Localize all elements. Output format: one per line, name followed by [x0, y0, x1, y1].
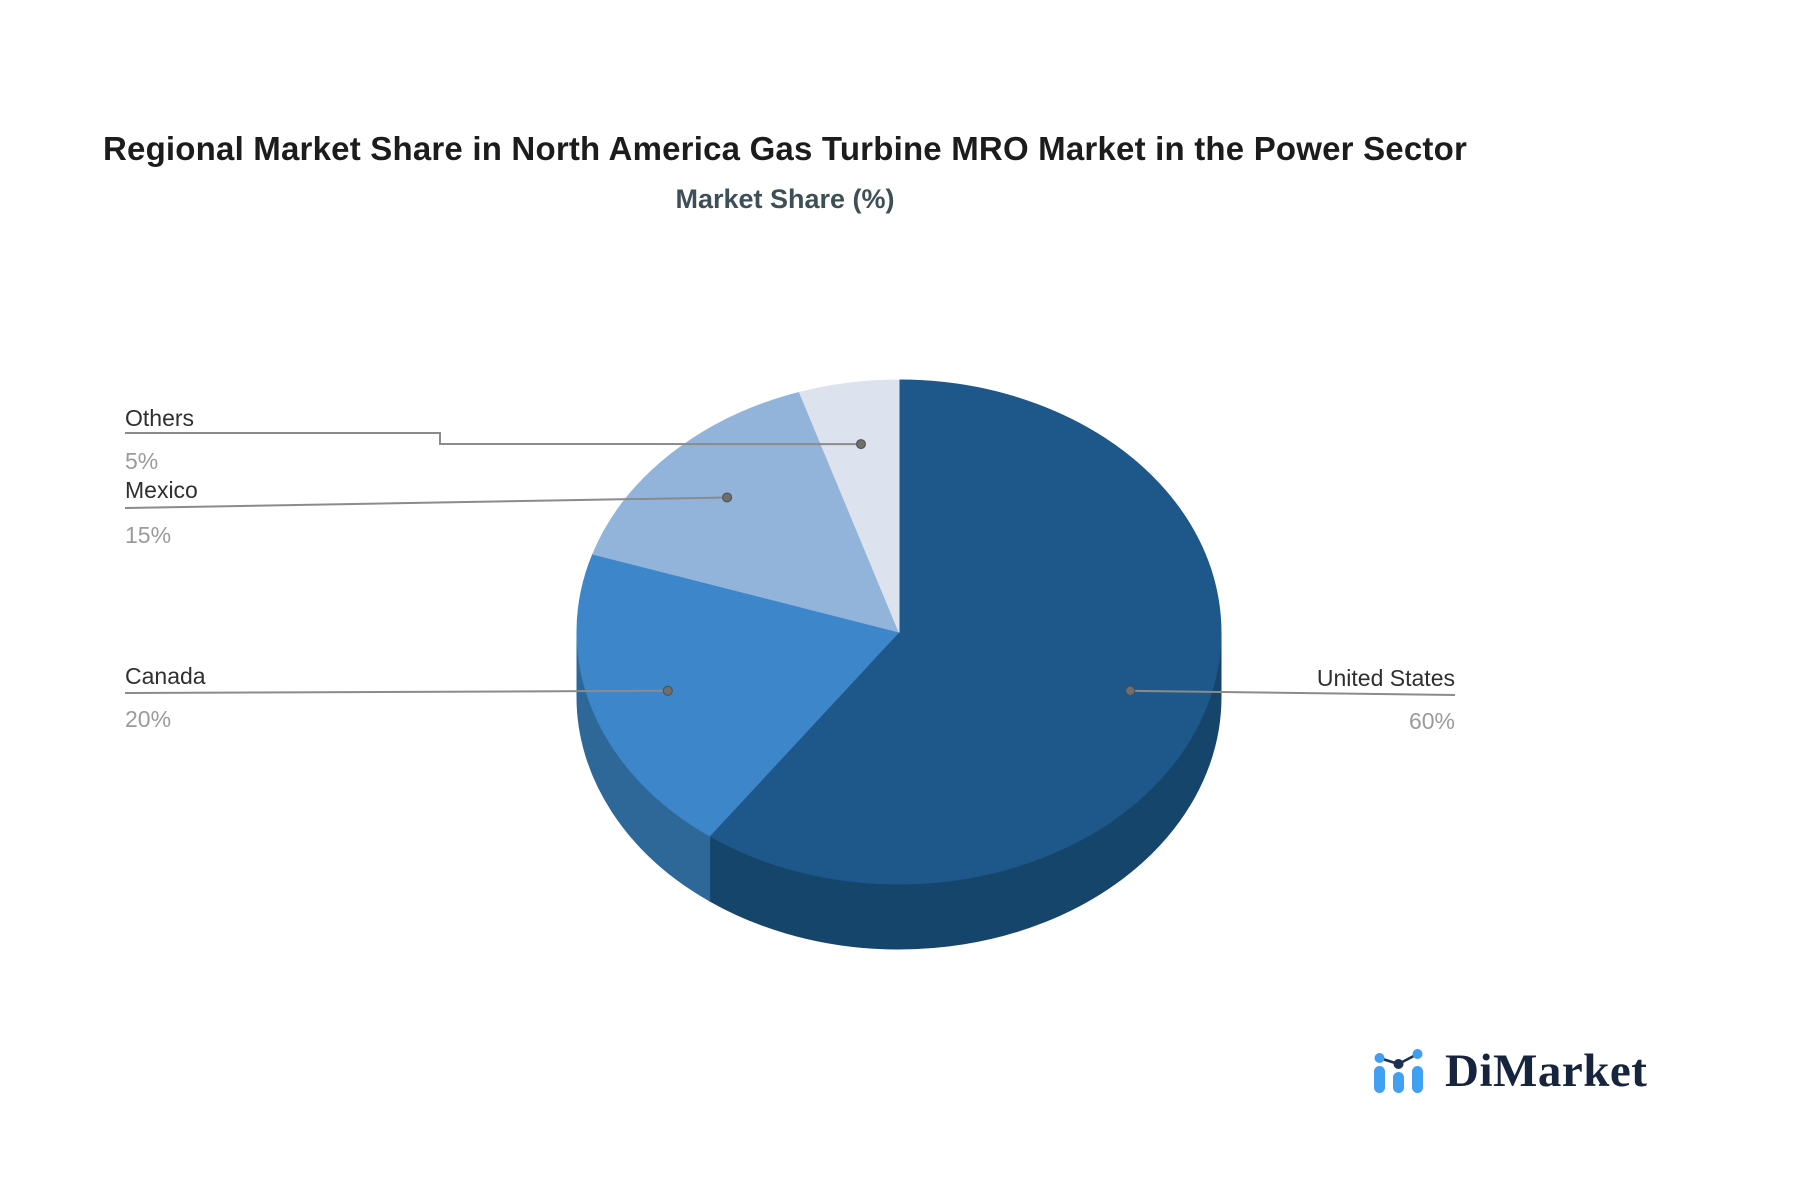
leader-line — [124, 496, 728, 509]
pie-slice-mexico[interactable] — [592, 391, 900, 633]
leader-line — [1130, 689, 1456, 696]
value-united-states: 60% — [1408, 708, 1455, 734]
chart-subtitle: Market Share (%) — [675, 184, 895, 214]
bar-chart-trend-icon — [1374, 1049, 1423, 1093]
chart-title: Regional Market Share in North America G… — [102, 130, 1467, 167]
logo-text: DiMarket — [1445, 1045, 1648, 1097]
leader-dot — [855, 439, 866, 450]
leader-dot — [722, 492, 733, 503]
leader-dot — [1125, 685, 1136, 696]
pie-slice-canada[interactable] — [576, 553, 900, 837]
label-united-states: United States — [1316, 665, 1455, 691]
dimarket-logo: DiMarket — [1372, 1044, 1647, 1098]
label-mexico: Mexico — [125, 477, 198, 503]
leader-line — [125, 432, 861, 446]
label-canada: Canada — [125, 663, 206, 689]
label-others: Others — [125, 405, 195, 431]
value-canada: 20% — [125, 706, 172, 732]
pie-slice-others[interactable] — [798, 379, 900, 633]
pie-slice-united-states[interactable] — [708, 379, 1222, 885]
leader-line — [124, 689, 668, 694]
value-mexico: 15% — [125, 522, 172, 548]
value-others: 5% — [125, 448, 159, 474]
leader-dot — [662, 685, 673, 696]
